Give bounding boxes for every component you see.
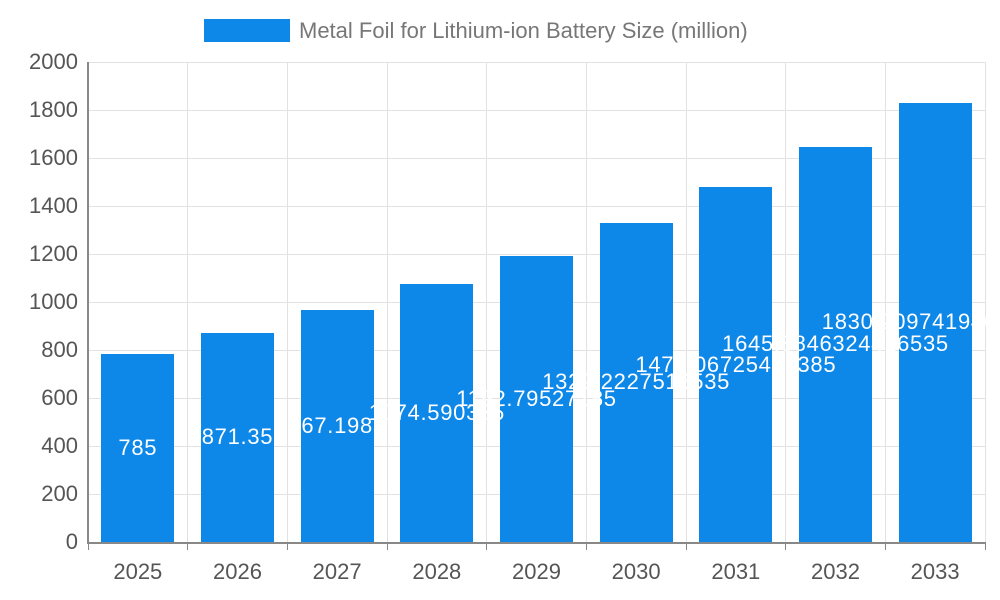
bar-2026[interactable] [201, 332, 274, 542]
bar-2030[interactable] [599, 222, 673, 542]
x-axis-tick [785, 544, 787, 550]
bar-value-label: 1329.2227513535 [542, 369, 731, 395]
y-axis-tick-label: 2000 [29, 49, 78, 74]
y-gridline [88, 205, 985, 207]
bar-value-label: 1830.2097419466535 [821, 309, 1000, 335]
bar-value-label: 1192.79527185 [456, 385, 617, 411]
y-gridline [88, 61, 985, 63]
x-axis-tick [187, 544, 189, 550]
bar-value-label: 967.1985 [288, 412, 386, 438]
x-axis-tick [884, 544, 886, 550]
x-gridline [286, 62, 288, 542]
y-axis-tick-label: 1000 [29, 289, 78, 314]
x-axis-tick-label: 2030 [611, 559, 661, 584]
x-axis-line [87, 542, 986, 544]
x-gridline [785, 62, 787, 542]
y-axis-line [87, 62, 89, 542]
bar-value-label: 1479.06725441385 [635, 351, 837, 377]
y-axis-tick-label: 400 [41, 433, 78, 458]
bar-value-label: 871.35 [201, 424, 274, 450]
bar-2027[interactable] [300, 309, 374, 542]
bar-2032[interactable] [799, 146, 872, 542]
x-gridline [386, 62, 388, 542]
y-axis-tick-label: 600 [41, 385, 78, 410]
bar-value-label: 785 [118, 434, 158, 460]
x-gridline [685, 62, 687, 542]
y-axis-tick-label: 200 [41, 481, 78, 506]
y-axis-tick-label: 1800 [29, 97, 78, 122]
bar-value-label: 1645.8846324416535 [722, 331, 949, 357]
y-gridline [88, 157, 985, 159]
x-axis-tick [486, 544, 488, 550]
x-axis-tick [87, 544, 89, 550]
x-axis-tick-label: 2026 [213, 559, 262, 584]
x-axis-tick-label: 2025 [113, 559, 163, 584]
y-gridline [88, 253, 985, 255]
bar-2025[interactable] [101, 353, 175, 542]
bar-value-label: 1074.590335 [368, 400, 505, 426]
y-axis-tick-label: 1400 [29, 193, 78, 218]
bar-2029[interactable] [500, 255, 573, 542]
bar-2031[interactable] [699, 187, 773, 542]
x-axis-tick-label: 2029 [512, 559, 561, 584]
y-axis-tick-label: 1600 [29, 145, 78, 170]
x-gridline [486, 62, 488, 542]
x-axis-tick [585, 544, 587, 550]
x-gridline [187, 62, 189, 542]
x-axis-tick [286, 544, 288, 550]
y-gridline [88, 109, 985, 111]
y-axis-tick-label: 800 [41, 337, 78, 362]
x-axis-tick-label: 2031 [711, 559, 761, 584]
x-axis-tick-label: 2028 [412, 559, 462, 584]
bar-2028[interactable] [400, 284, 474, 542]
x-axis-tick-label: 2033 [910, 559, 960, 584]
y-axis-tick-label: 1200 [29, 241, 78, 266]
x-gridline [984, 62, 986, 542]
x-gridline [884, 62, 886, 542]
x-axis-tick [685, 544, 687, 550]
x-axis-tick-label: 2027 [312, 559, 362, 584]
x-axis-tick [386, 544, 388, 550]
legend-label: Metal Foil for Lithium-ion Battery Size … [299, 18, 748, 43]
x-axis-tick-label: 2032 [811, 559, 860, 584]
chart-legend[interactable]: Metal Foil for Lithium-ion Battery Size … [204, 19, 748, 42]
y-axis-tick-label: 0 [65, 529, 78, 554]
bar-2033[interactable] [898, 102, 972, 542]
x-gridline [585, 62, 587, 542]
x-axis-tick [984, 544, 986, 550]
legend-swatch [204, 19, 290, 42]
